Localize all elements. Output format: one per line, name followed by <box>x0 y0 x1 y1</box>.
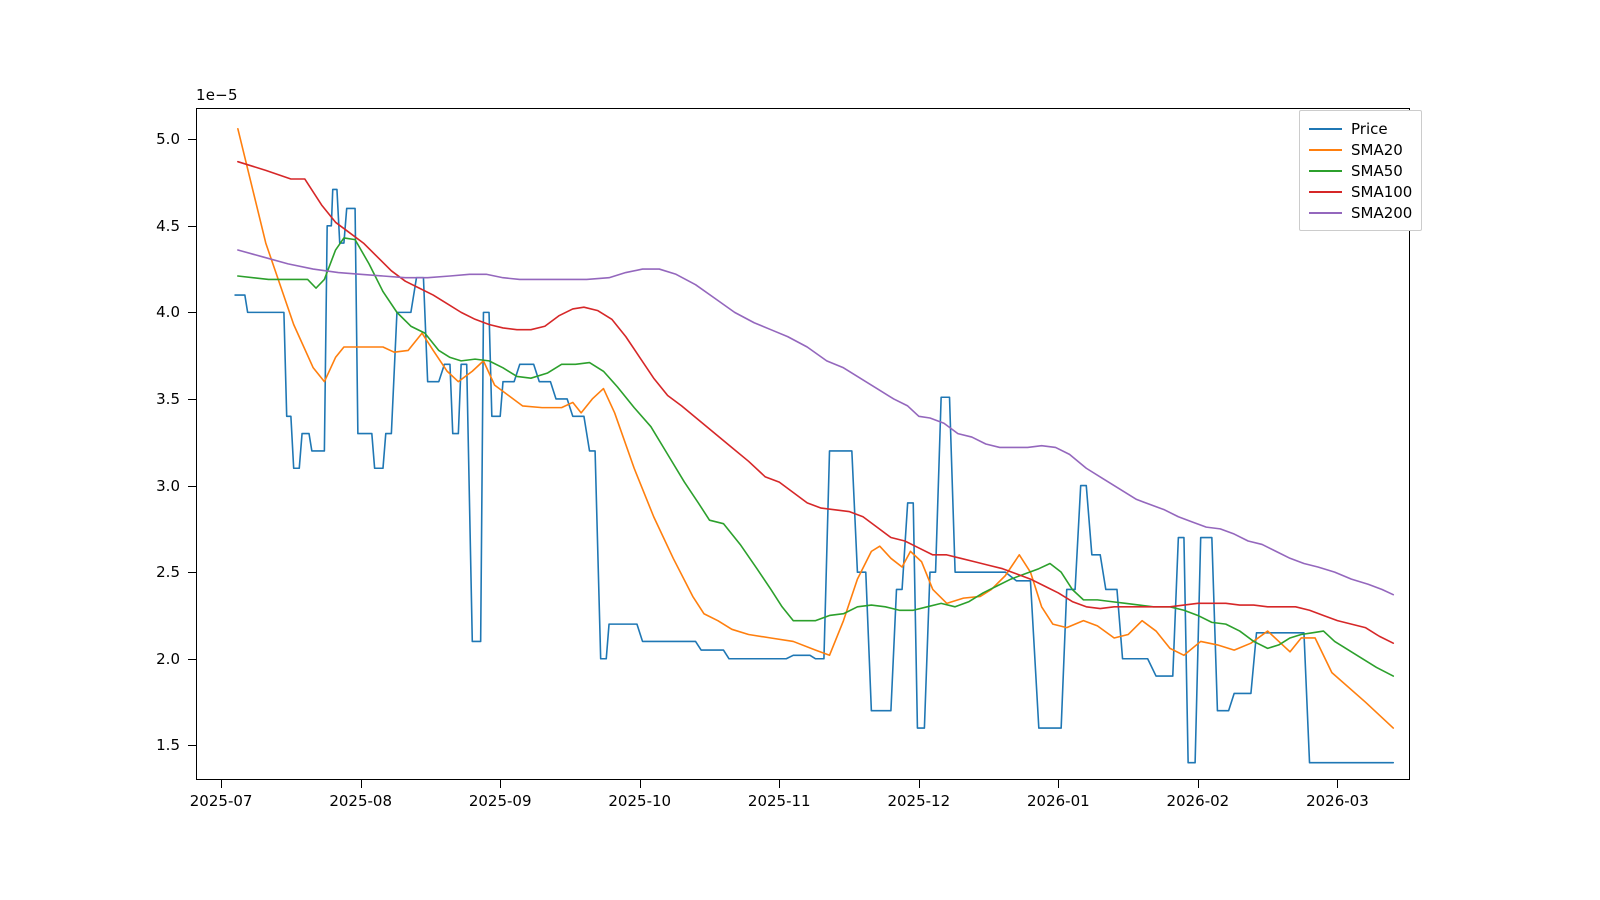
x-axis-tick-label: 2025-12 <box>887 792 951 810</box>
legend-color-swatch <box>1309 169 1342 172</box>
series-line-sma20 <box>237 127 1395 729</box>
legend-item-label: SMA100 <box>1351 182 1413 201</box>
x-axis-tick-mark <box>1197 780 1199 788</box>
plot-area <box>196 108 1410 780</box>
legend-item-price[interactable]: Price <box>1309 118 1412 139</box>
legend-item-sma100[interactable]: SMA100 <box>1309 181 1412 202</box>
legend-item-sma200[interactable]: SMA200 <box>1309 202 1412 223</box>
y-axis-tick-mark <box>188 139 196 141</box>
series-line-price <box>234 188 1395 764</box>
x-axis-tick-mark <box>1337 780 1339 788</box>
legend-item-sma20[interactable]: SMA20 <box>1309 139 1412 160</box>
x-axis-tick-mark <box>360 780 362 788</box>
series-line-sma100 <box>237 160 1395 644</box>
x-axis-tick-label: 2026-01 <box>1027 792 1090 810</box>
series-line-sma50 <box>237 237 1395 677</box>
legend-color-swatch <box>1309 190 1342 193</box>
y-axis-tick-label: 1.5 <box>156 736 180 755</box>
x-axis-tick-label: 2025-07 <box>189 792 253 810</box>
line-chart-svg <box>234 127 1395 764</box>
x-axis-tick-mark <box>639 780 641 788</box>
y-axis-tick-mark <box>188 398 196 400</box>
y-axis-tick-mark <box>188 658 196 660</box>
legend-item-label: SMA50 <box>1351 161 1403 180</box>
x-axis-tick-mark <box>1058 780 1060 788</box>
legend-color-swatch <box>1309 127 1342 130</box>
y-axis-tick-label: 3.0 <box>156 476 180 495</box>
y-axis-tick-label: 4.5 <box>156 216 180 235</box>
series-line-sma200 <box>237 249 1395 596</box>
y-axis-tick-label: 4.0 <box>156 303 180 322</box>
y-axis-offset-text: 1e−5 <box>196 86 238 104</box>
y-axis-tick-label: 5.0 <box>156 130 180 149</box>
x-axis-tick-label: 2026-02 <box>1166 792 1230 810</box>
legend-item-sma50[interactable]: SMA50 <box>1309 160 1412 181</box>
y-axis-tick-label: 2.0 <box>156 649 180 668</box>
legend-item-label: Price <box>1351 119 1388 138</box>
y-axis-tick-mark <box>188 485 196 487</box>
x-axis-tick-label: 2025-08 <box>329 792 392 810</box>
x-axis-tick-label: 2025-09 <box>468 792 532 810</box>
legend-item-label: SMA20 <box>1351 140 1403 159</box>
x-axis-tick-mark <box>221 780 223 788</box>
x-axis-tick-mark <box>918 780 920 788</box>
x-axis-tick-mark <box>779 780 781 788</box>
legend-item-label: SMA200 <box>1351 203 1413 222</box>
legend-color-swatch <box>1309 148 1342 151</box>
y-axis-tick-label: 3.5 <box>156 389 180 408</box>
y-axis-tick-mark <box>188 745 196 747</box>
x-axis-tick-label: 2025-11 <box>747 792 811 810</box>
y-axis-tick-mark <box>188 225 196 227</box>
x-axis-tick-label: 2026-03 <box>1306 792 1369 810</box>
x-axis-tick-label: 2025-10 <box>608 792 672 810</box>
chart-legend[interactable]: Price SMA20 SMA50 SMA100 SMA200 <box>1299 110 1423 231</box>
legend-color-swatch <box>1309 211 1342 214</box>
plot-frame-border <box>196 108 1410 780</box>
y-axis-tick-mark <box>188 312 196 314</box>
y-axis-tick-mark <box>188 572 196 574</box>
y-axis-tick-label: 2.5 <box>156 563 180 582</box>
x-axis-tick-mark <box>500 780 502 788</box>
